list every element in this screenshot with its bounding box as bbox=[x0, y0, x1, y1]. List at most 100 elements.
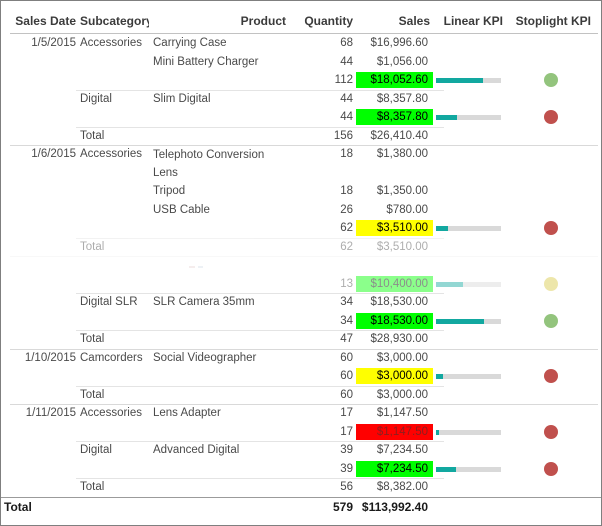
stoplight-kpi-cell bbox=[503, 349, 598, 368]
matrix-row[interactable]: Total 62 $3,510.00 bbox=[10, 237, 598, 257]
row-separator bbox=[10, 348, 598, 350]
product-cell bbox=[149, 219, 286, 238]
quantity-cell: 60 bbox=[340, 351, 353, 364]
column-header-quantity[interactable]: Quantity bbox=[304, 14, 353, 28]
sales-value-highlighted: $3,000.00 bbox=[356, 368, 433, 384]
sales-cell: $7,234.50 bbox=[353, 460, 435, 479]
matrix-table: Sales Date Subcategory Product Quantity … bbox=[1, 1, 601, 518]
sales-value bbox=[356, 257, 433, 273]
date-cell bbox=[10, 312, 76, 331]
linear-kpi-cell bbox=[435, 53, 503, 72]
product-cell: Telephoto Conversion Lens bbox=[153, 149, 265, 179]
sales-value-highlighted: $3,510.00 bbox=[356, 220, 433, 236]
matrix-row[interactable]: USB Cable 26 $780.00 bbox=[10, 201, 598, 220]
stoplight-kpi-cell bbox=[503, 478, 598, 497]
product-cell: SLR Camera 35mm bbox=[153, 296, 255, 308]
row-separator bbox=[76, 126, 444, 128]
column-header-sales[interactable]: Sales bbox=[398, 14, 430, 28]
quantity-cell: 47 bbox=[340, 333, 353, 345]
column-header-linear-kpi[interactable]: Linear KPI bbox=[443, 14, 503, 28]
date-cell bbox=[10, 275, 76, 294]
matrix-row[interactable]: 1/10/2015 Camcorders Social Videographer 60… bbox=[10, 348, 598, 368]
stoplight-kpi-cell bbox=[503, 90, 598, 109]
date-cell bbox=[10, 71, 76, 90]
product-cell bbox=[149, 460, 286, 479]
date-cell bbox=[10, 219, 76, 238]
stoplight-kpi-cell bbox=[503, 219, 598, 238]
linear-kpi-cell bbox=[435, 275, 503, 294]
date-cell bbox=[10, 90, 76, 109]
grand-total-label: Total bbox=[4, 499, 32, 514]
quantity-cell: 112 bbox=[334, 74, 353, 86]
row-separator bbox=[76, 89, 444, 91]
stoplight-dot-icon bbox=[543, 73, 558, 87]
matrix-row[interactable]: 62 $3,510.00 bbox=[10, 219, 598, 238]
product-cell: Lens Adapter bbox=[153, 407, 221, 419]
column-header-product[interactable]: Product bbox=[240, 14, 286, 28]
linear-kpi-cell bbox=[435, 423, 503, 442]
quantity-cell: 39 bbox=[340, 462, 353, 475]
matrix-row[interactable]: 1/11/2015 Accessories Lens Adapter 17 $1,147… bbox=[10, 404, 598, 423]
linear-kpi-cell bbox=[435, 127, 503, 146]
quantity-cell: 56 bbox=[340, 481, 353, 493]
matrix-row[interactable]: 1/5/2015 Accessories Carrying Case 68 $16,99… bbox=[10, 34, 598, 53]
matrix-row[interactable]: Mini Battery Charger 44 $1,056.00 bbox=[10, 53, 598, 72]
matrix-row[interactable]: 60 $3,000.00 bbox=[10, 367, 598, 386]
matrix-row[interactable]: 39 $7,234.50 bbox=[10, 460, 598, 479]
linear-kpi-fill bbox=[436, 226, 448, 231]
grand-total-row[interactable]: Total 579 $113,992.40 bbox=[1, 496, 601, 518]
matrix-row[interactable]: Digital Slim Digital 44 $8,357.80 bbox=[10, 89, 598, 109]
matrix-row[interactable]: 17 $1,147.50 bbox=[10, 423, 598, 442]
column-header-sales-date[interactable]: Sales Date bbox=[15, 14, 76, 28]
linear-kpi-cell bbox=[435, 34, 503, 53]
matrix-row[interactable]: Total 156 $26,410.40 bbox=[10, 126, 598, 146]
matrix-spacer-row[interactable] bbox=[10, 256, 598, 275]
linear-kpi-fill bbox=[436, 78, 483, 83]
matrix-row[interactable]: Tripod 18 $1,350.00 bbox=[10, 182, 598, 201]
stoplight-dot-icon bbox=[543, 110, 558, 124]
linear-kpi-cell bbox=[435, 330, 503, 349]
date-cell bbox=[10, 182, 76, 201]
linear-kpi-cell bbox=[435, 478, 503, 497]
linear-kpi-track bbox=[436, 281, 501, 287]
linear-kpi-cell bbox=[435, 349, 503, 368]
grand-total-quantity: 579 bbox=[332, 499, 353, 514]
sales-cell: $1,147.50 bbox=[353, 423, 435, 442]
product-cell: Mini Battery Charger bbox=[153, 55, 259, 68]
subcategory-cell: Total bbox=[80, 240, 105, 253]
product-cell bbox=[149, 127, 286, 146]
stoplight-kpi-cell bbox=[503, 127, 598, 146]
stoplight-kpi-cell bbox=[503, 460, 598, 479]
matrix-row[interactable]: Total 60 $3,000.00 bbox=[10, 385, 598, 405]
matrix-row[interactable]: Digital SLR SLR Camera 35mm 34 $18,530.00 bbox=[10, 293, 598, 312]
stoplight-kpi-cell bbox=[503, 423, 598, 442]
product-cell bbox=[149, 478, 286, 497]
product-cell bbox=[149, 423, 286, 442]
matrix-row[interactable]: Digital Advanced Digital 39 $7,234.50 bbox=[10, 441, 598, 460]
sales-value: $780.00 bbox=[386, 203, 428, 216]
matrix-row[interactable]: 44 $8,357.80 bbox=[10, 108, 598, 127]
product-cell: Carrying Case bbox=[153, 37, 227, 49]
matrix-row[interactable]: 34 $18,530.00 bbox=[10, 312, 598, 331]
stoplight-kpi-cell bbox=[503, 108, 598, 127]
column-header-subcategory[interactable]: Subcategory bbox=[80, 14, 149, 28]
column-header-stoplight-kpi[interactable]: Stoplight KPI bbox=[515, 14, 591, 28]
linear-kpi-fill bbox=[436, 374, 443, 379]
quantity-cell: 60 bbox=[340, 388, 353, 401]
stoplight-kpi-cell bbox=[503, 238, 598, 257]
sales-cell: $3,000.00 bbox=[353, 386, 435, 405]
matrix-row[interactable]: Total 56 $8,382.00 bbox=[10, 478, 598, 497]
matrix-row[interactable]: 13 $10,400.00 bbox=[10, 275, 598, 294]
sales-cell: $28,930.00 bbox=[353, 330, 435, 349]
matrix-row[interactable]: 112 $18,052.60 bbox=[10, 71, 598, 90]
sales-cell: $18,530.00 bbox=[353, 312, 435, 331]
sales-value-highlighted: $18,530.00 bbox=[356, 312, 433, 329]
quantity-cell: 18 bbox=[340, 185, 353, 197]
matrix-row[interactable]: Total 47 $28,930.00 bbox=[10, 330, 598, 349]
stoplight-kpi-cell bbox=[503, 293, 598, 312]
linear-kpi-fill bbox=[436, 115, 458, 120]
grand-total-sales: $113,992.40 bbox=[361, 499, 428, 514]
sales-value: $1,056.00 bbox=[376, 55, 428, 68]
matrix-row[interactable]: 1/6/2015 Accessories Telephoto Conversion … bbox=[10, 145, 598, 182]
date-cell bbox=[10, 367, 76, 386]
